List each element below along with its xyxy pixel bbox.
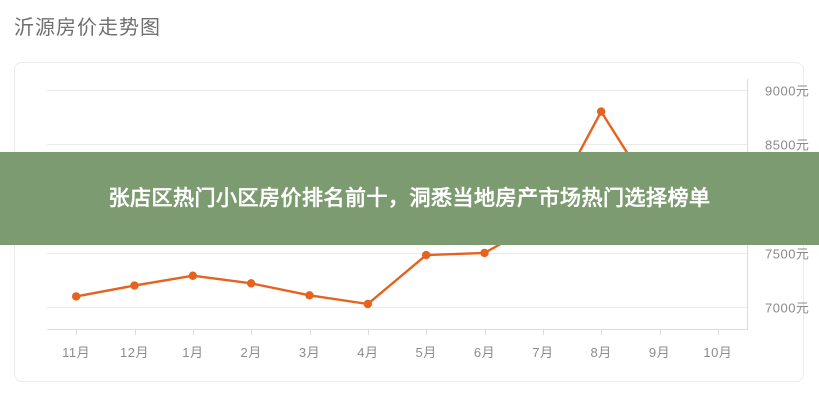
x-axis-label: 10月: [703, 345, 733, 360]
data-point[interactable]: [480, 248, 489, 258]
x-axis-tick: [717, 330, 719, 335]
gridline-y-9000: [47, 89, 747, 91]
gridline-y-8500: [47, 144, 747, 146]
x-axis-label: 2月: [240, 345, 262, 360]
x-axis-label: 11月: [62, 345, 91, 360]
x-axis-tick: [484, 330, 486, 335]
x-axis-label: 5月: [415, 345, 437, 360]
x-axis-label: 6月: [473, 345, 496, 360]
x-axis-label: 8月: [590, 345, 612, 360]
x-axis-label: 9月: [648, 345, 671, 360]
x-axis-tick: [659, 330, 661, 335]
data-point[interactable]: [71, 292, 81, 301]
x-axis-line: [47, 329, 747, 330]
x-axis-label: 4月: [357, 345, 379, 360]
promo-overlay-text: 张店区热门小区房价排名前十，洞悉当地房产市场热门选择榜单: [108, 187, 711, 210]
data-point[interactable]: [246, 279, 256, 288]
x-axis-label: 1月: [182, 345, 204, 360]
line-series: [71, 107, 723, 309]
gridline-y-7500: [47, 252, 747, 254]
data-point[interactable]: [596, 107, 606, 116]
chart-plot-area: 9000元8500元8000元7500元7000元11月12月1月2月3月4月5…: [47, 79, 809, 360]
x-axis-tick: [426, 330, 428, 335]
x-axis-label: 3月: [298, 345, 321, 360]
x-axis-tick: [309, 330, 311, 335]
x-axis-tick: [367, 330, 369, 335]
y-axis-label: 8500元: [765, 137, 810, 153]
x-axis-tick: [251, 330, 253, 335]
x-axis-tick: [76, 330, 78, 335]
x-axis-tick: [542, 330, 544, 335]
x-axis-tick: [192, 330, 194, 335]
y-axis-label: 7000元: [765, 300, 810, 316]
x-axis-label: 12月: [120, 345, 149, 360]
x-axis-tick: [134, 330, 136, 335]
data-point[interactable]: [130, 281, 139, 290]
data-point[interactable]: [188, 271, 198, 280]
gridline-y-7000: [47, 307, 747, 309]
series-line: [74, 110, 720, 306]
x-axis-tick: [601, 330, 603, 335]
data-point[interactable]: [305, 291, 314, 300]
page-title: 沂源房价走势图: [14, 17, 161, 39]
x-axis-label: 7月: [532, 345, 554, 360]
data-point[interactable]: [421, 250, 431, 260]
y-axis-label: 9000元: [765, 83, 810, 99]
y-axis-label: 7500元: [765, 246, 810, 262]
data-point[interactable]: [363, 299, 373, 309]
promo-overlay-banner[interactable]: 张店区热门小区房价排名前十，洞悉当地房产市场热门选择榜单: [0, 152, 819, 245]
